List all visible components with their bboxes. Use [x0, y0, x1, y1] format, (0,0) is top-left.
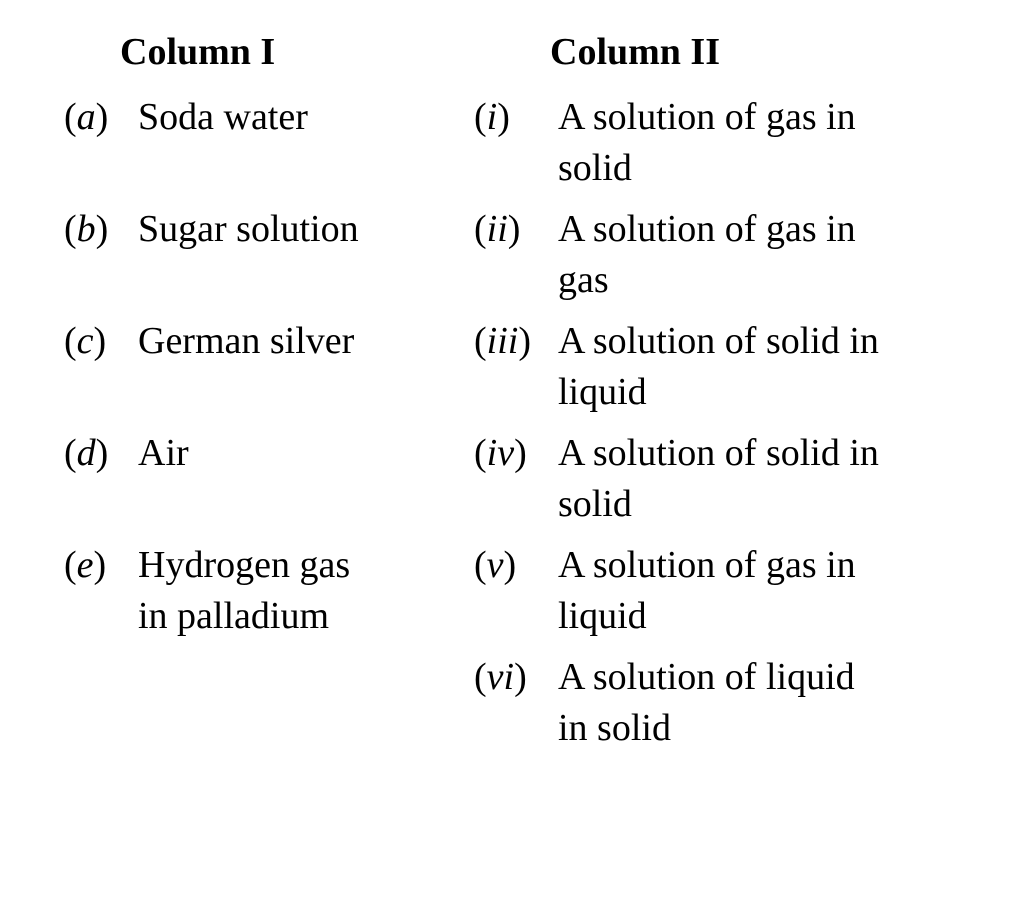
column-one-item-a: (a) Soda water	[60, 92, 440, 196]
item-marker: (iii)	[470, 316, 558, 367]
item-marker: (vi)	[470, 652, 558, 703]
item-text: German silver	[138, 316, 440, 367]
item-text: Hydrogen gas in palladium	[138, 540, 440, 643]
item-text: Sugar solution	[138, 204, 440, 255]
marker-roman: i	[487, 96, 498, 138]
item-marker: (v)	[470, 540, 558, 591]
item-marker: (e)	[60, 540, 138, 591]
item-marker: (i)	[470, 92, 558, 143]
item-text: A solution of liquid in solid	[558, 652, 960, 755]
column-two-header: Column II	[470, 30, 960, 74]
marker-roman: vi	[487, 656, 514, 698]
marker-roman: iii	[487, 320, 519, 362]
item-marker: (d)	[60, 428, 138, 479]
column-one-header: Column I	[60, 30, 440, 74]
item-marker: (c)	[60, 316, 138, 367]
column-two-item-vi: (vi) A solution of liquid in solid	[470, 652, 960, 755]
item-text: A solution of solid in liquid	[558, 316, 960, 419]
item-text-line2: solid	[558, 479, 960, 530]
column-one-item-b: (b) Sugar solution	[60, 204, 440, 308]
item-text-line2: in palladium	[138, 591, 440, 642]
column-one-item-d: (d) Air	[60, 428, 440, 532]
marker-roman: v	[487, 544, 504, 586]
marker-letter: b	[77, 208, 96, 250]
item-text-line2: solid	[558, 143, 960, 194]
item-marker: (ii)	[470, 204, 558, 255]
item-text: A solution of gas in liquid	[558, 540, 960, 643]
item-text-line1: A solution of gas in	[558, 540, 960, 591]
item-marker: (a)	[60, 92, 138, 143]
match-columns-container: Column I (a) Soda water (b) Sugar soluti…	[60, 30, 964, 763]
column-two-item-v: (v) A solution of gas in liquid	[470, 540, 960, 644]
item-text: Air	[138, 428, 440, 479]
item-marker: (b)	[60, 204, 138, 255]
marker-letter: c	[77, 320, 94, 362]
column-two-item-ii: (ii) A solution of gas in gas	[470, 204, 960, 308]
item-text-line1: A solution of liquid	[558, 652, 960, 703]
item-text-line1: A solution of gas in	[558, 92, 960, 143]
item-text: Soda water	[138, 92, 440, 143]
item-text-line2: gas	[558, 255, 960, 306]
item-text: A solution of solid in solid	[558, 428, 960, 531]
column-one-item-e: (e) Hydrogen gas in palladium	[60, 540, 440, 644]
item-text-line1: A solution of solid in	[558, 316, 960, 367]
column-one-item-c: (c) German silver	[60, 316, 440, 420]
marker-roman: iv	[487, 432, 514, 474]
item-text-line1: Hydrogen gas	[138, 540, 440, 591]
item-text-line1: A solution of solid in	[558, 428, 960, 479]
marker-letter: e	[77, 544, 94, 586]
item-text-line2: liquid	[558, 367, 960, 418]
marker-letter: a	[77, 96, 96, 138]
column-two: Column II (i) A solution of gas in solid…	[470, 30, 960, 763]
item-text: A solution of gas in solid	[558, 92, 960, 195]
item-text-line1: A solution of gas in	[558, 204, 960, 255]
marker-roman: ii	[487, 208, 508, 250]
item-text: A solution of gas in gas	[558, 204, 960, 307]
marker-letter: d	[77, 432, 96, 474]
item-marker: (iv)	[470, 428, 558, 479]
column-two-item-iii: (iii) A solution of solid in liquid	[470, 316, 960, 420]
item-text-line2: in solid	[558, 703, 960, 754]
item-text-line2: liquid	[558, 591, 960, 642]
column-two-item-iv: (iv) A solution of solid in solid	[470, 428, 960, 532]
column-two-item-i: (i) A solution of gas in solid	[470, 92, 960, 196]
column-one: Column I (a) Soda water (b) Sugar soluti…	[60, 30, 440, 763]
